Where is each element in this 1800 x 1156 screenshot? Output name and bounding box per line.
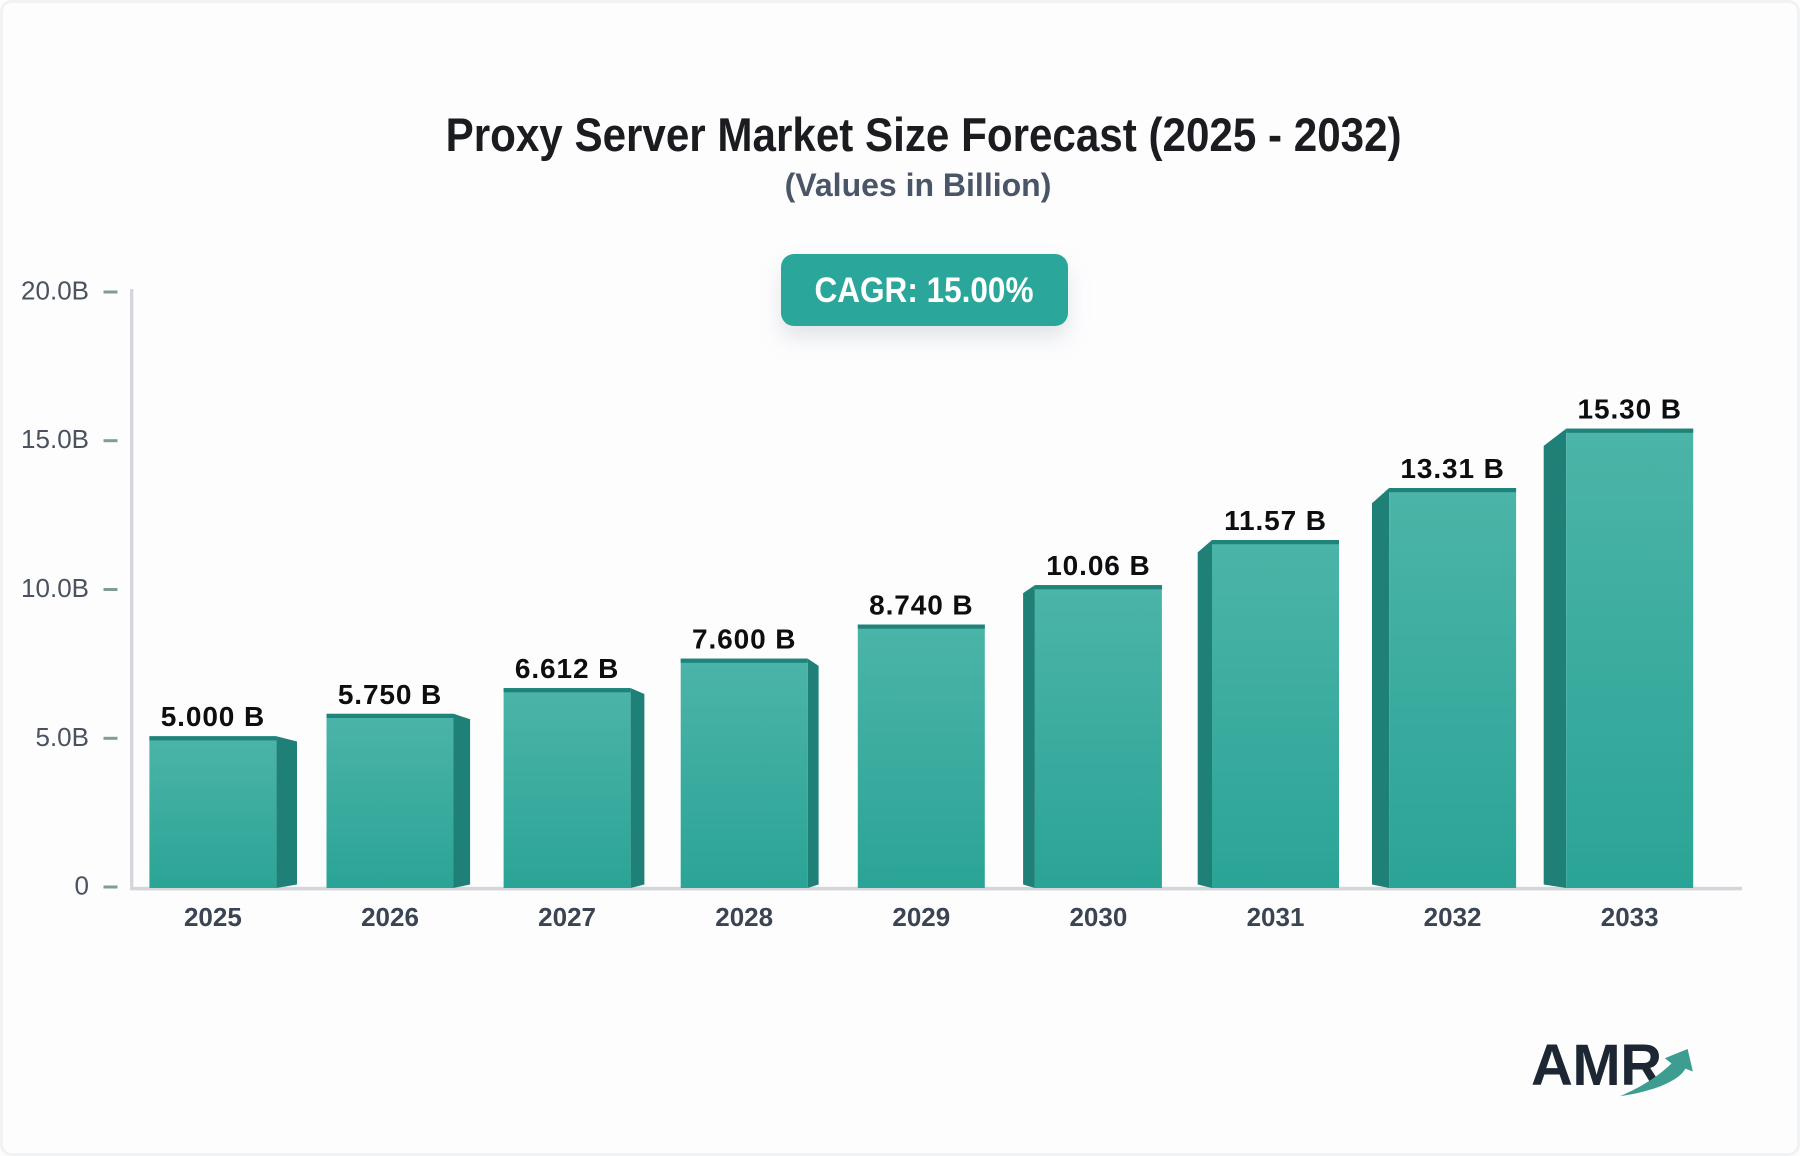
svg-text:5.750 B: 5.750 B: [338, 679, 442, 710]
svg-text:2032: 2032: [1424, 902, 1482, 932]
svg-text:Proxy Server Market Size Forec: Proxy Server Market Size Forecast (2025 …: [446, 108, 1402, 161]
svg-text:11.57 B: 11.57 B: [1224, 505, 1327, 536]
svg-text:5.0B: 5.0B: [36, 722, 90, 752]
svg-text:2025: 2025: [184, 902, 242, 932]
svg-text:2029: 2029: [892, 902, 950, 932]
svg-text:CAGR: 15.00%: CAGR: 15.00%: [815, 271, 1034, 310]
svg-text:2030: 2030: [1069, 902, 1127, 932]
svg-text:2027: 2027: [538, 902, 596, 932]
svg-text:15.30 B: 15.30 B: [1578, 394, 1682, 425]
svg-text:2026: 2026: [361, 902, 419, 932]
svg-text:7.600 B: 7.600 B: [692, 624, 796, 655]
svg-text:8.740 B: 8.740 B: [869, 590, 973, 621]
svg-text:5.000 B: 5.000 B: [161, 701, 265, 732]
svg-text:15.0B: 15.0B: [21, 424, 89, 454]
svg-text:20.0B: 20.0B: [21, 276, 89, 306]
svg-text:2031: 2031: [1247, 902, 1305, 932]
svg-text:0: 0: [75, 871, 89, 901]
svg-text:13.31 B: 13.31 B: [1400, 453, 1504, 484]
svg-text:(Values in Billion): (Values in Billion): [785, 167, 1052, 203]
svg-text:2028: 2028: [715, 902, 773, 932]
svg-text:2033: 2033: [1601, 902, 1659, 932]
svg-text:10.06 B: 10.06 B: [1046, 550, 1150, 581]
svg-text:10.0B: 10.0B: [21, 573, 89, 603]
svg-text:6.612 B: 6.612 B: [515, 653, 619, 684]
